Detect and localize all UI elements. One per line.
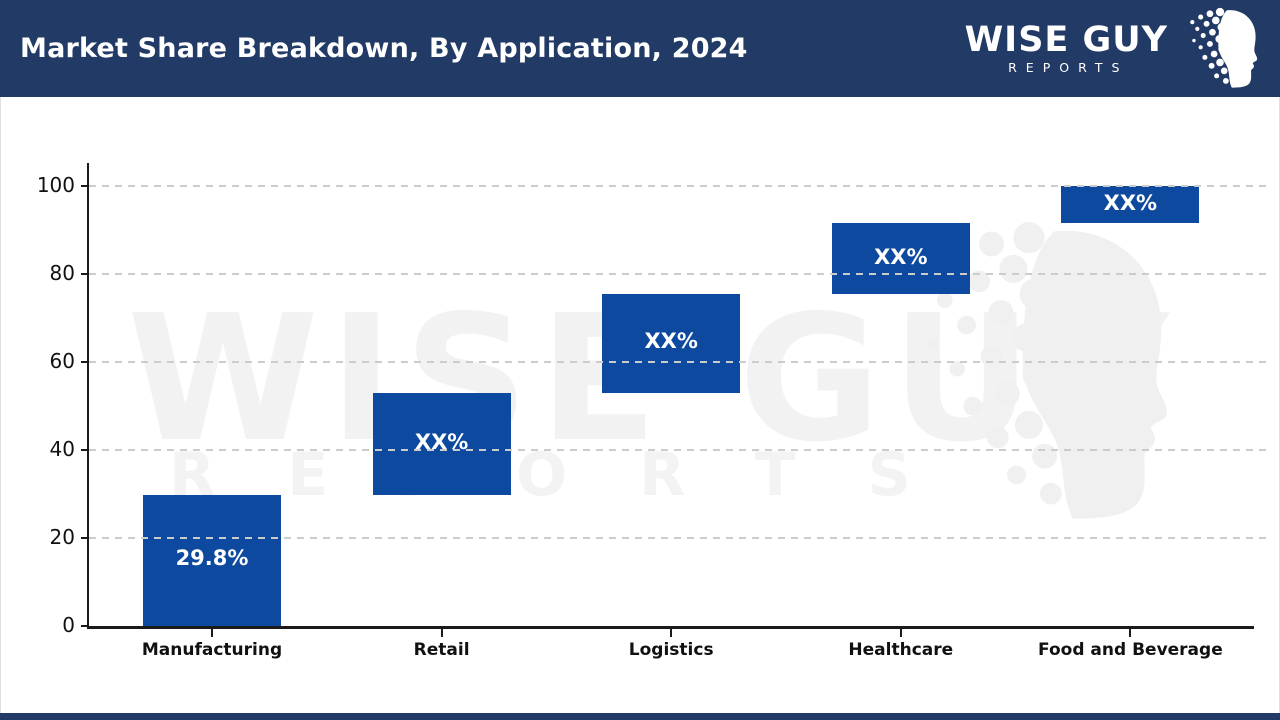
face-profile-dots-icon	[1190, 7, 1258, 88]
x-axis-label-food-and-beverage: Food and Beverage	[1038, 640, 1223, 660]
gridline-40	[89, 449, 1269, 451]
bar-retail	[372, 392, 511, 495]
bar-label-logistics: XX%	[644, 329, 698, 354]
y-tick-label-20: 20	[49, 525, 75, 549]
bar-label-food-and-beverage: XX%	[1103, 190, 1158, 215]
brand-name: WISE GUY	[964, 19, 1168, 60]
y-tick-100	[81, 185, 89, 187]
y-tick-60	[81, 361, 89, 363]
bar-label-manufacturing: 29.8%	[175, 546, 249, 571]
brand-logo: WISE GUY REPORTS	[965, 7, 1266, 91]
watermark-subtext: REPORTS	[169, 440, 983, 510]
x-tick-manufacturing	[211, 629, 213, 637]
x-tick-retail	[440, 629, 443, 637]
y-tick-label-40: 40	[49, 437, 75, 461]
plot-region: 0 20 40 60 80 100 29.8% Manufacturing XX% Retail X…	[1, 97, 1279, 713]
y-tick-40	[81, 449, 89, 451]
chart-area: WISE GUY REPORTS 0 20 40 60 80 100 29.8% Manufa…	[0, 97, 1280, 713]
footer-bar	[0, 713, 1280, 720]
x-tick-food-and-beverage	[1129, 629, 1132, 637]
bar-label-healthcare: XX%	[874, 244, 928, 269]
bar-label-retail: XX%	[414, 429, 469, 454]
brand-subname: REPORTS	[1008, 59, 1129, 75]
x-axis-label-logistics: Logistics	[628, 640, 714, 660]
y-tick-label-60: 60	[49, 349, 75, 373]
gridline-100	[89, 185, 1269, 187]
gridline-80	[89, 273, 1269, 275]
y-tick-80	[81, 273, 89, 275]
page-title: Market Share Breakdown, By Application, …	[20, 33, 748, 64]
y-axis	[87, 163, 89, 629]
header-bar: Market Share Breakdown, By Application, …	[0, 0, 1280, 97]
bar-healthcare	[831, 223, 970, 294]
y-tick-0	[81, 625, 89, 627]
y-tick-20	[81, 537, 89, 539]
bar-manufacturing	[143, 494, 281, 626]
x-tick-logistics	[670, 629, 673, 637]
y-tick-label-80: 80	[49, 261, 75, 285]
x-axis-label-manufacturing: Manufacturing	[141, 640, 283, 660]
y-tick-label-100: 100	[36, 173, 75, 197]
x-axis-label-retail: Retail	[413, 640, 470, 660]
gridline-60	[89, 361, 1269, 363]
bar-logistics	[602, 293, 741, 393]
x-tick-healthcare	[899, 629, 902, 637]
gridline-20	[89, 537, 1269, 539]
brand-logo-text: WISE GUY REPORTS	[964, 19, 1168, 75]
bar-food-and-beverage	[1061, 186, 1200, 224]
x-axis-label-healthcare: Healthcare	[848, 640, 954, 660]
y-tick-label-0: 0	[62, 613, 75, 637]
x-axis	[87, 626, 1254, 629]
